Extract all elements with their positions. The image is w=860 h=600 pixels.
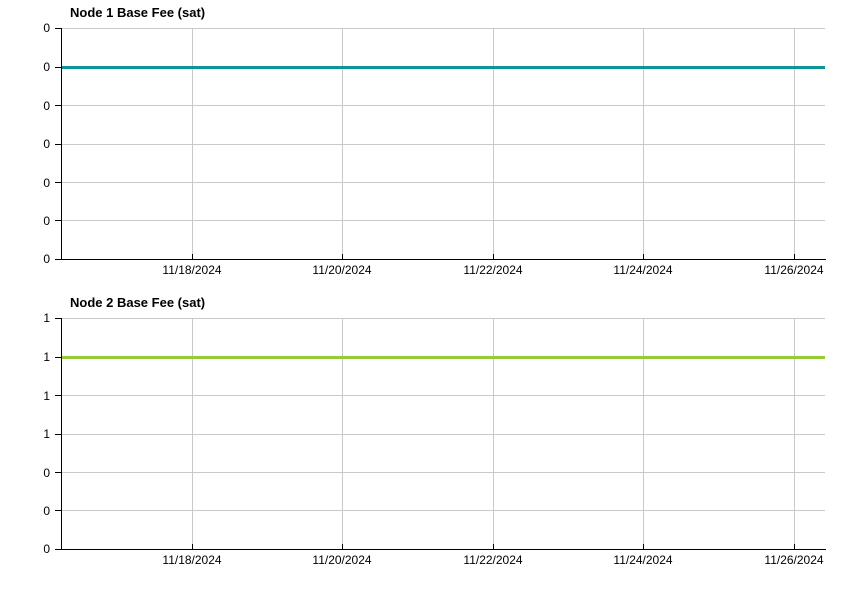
y-tick-mark (55, 105, 61, 106)
y-tick-mark (55, 318, 61, 319)
y-tick-label: 1 (43, 350, 50, 364)
gridline-vertical (192, 28, 193, 259)
y-tick-label: 1 (43, 311, 50, 325)
y-axis-line (61, 318, 62, 550)
gridline-vertical (794, 28, 795, 259)
gridline-vertical (493, 318, 494, 549)
y-tick-mark (55, 357, 61, 358)
y-tick-label: 0 (43, 21, 50, 35)
y-tick-label: 0 (43, 176, 50, 190)
x-tick-label: 11/26/2024 (764, 263, 824, 277)
y-tick-label: 0 (43, 99, 50, 113)
chart-panel-node-2: Node 2 Base Fee (sat) 1 1 1 1 0 0 0 (0, 290, 860, 580)
y-tick-label: 0 (43, 504, 50, 518)
y-tick-label: 0 (43, 252, 50, 266)
x-axis-line (61, 259, 826, 260)
gridline-horizontal (61, 182, 825, 183)
gridline-vertical (643, 28, 644, 259)
x-tick-mark (794, 544, 795, 550)
gridline-horizontal (61, 510, 825, 511)
x-tick-label: 11/20/2024 (312, 553, 372, 567)
y-tick-mark (55, 434, 61, 435)
x-tick-mark (192, 544, 193, 550)
y-tick-mark (55, 144, 61, 145)
y-tick-label: 0 (43, 137, 50, 151)
gridline-horizontal (61, 318, 825, 319)
x-tick-mark (643, 254, 644, 260)
x-tick-label: 11/18/2024 (162, 553, 222, 567)
chart-title: Node 1 Base Fee (sat) (70, 5, 206, 20)
gridline-horizontal (61, 434, 825, 435)
x-tick-mark (493, 254, 494, 260)
gridline-horizontal (61, 105, 825, 106)
y-tick-label: 0 (43, 466, 50, 480)
x-tick-label: 11/18/2024 (162, 263, 222, 277)
chart-title: Node 2 Base Fee (sat) (70, 295, 206, 310)
x-tick-label: 11/24/2024 (613, 263, 673, 277)
y-tick-mark (55, 220, 61, 221)
x-tick-label: 11/26/2024 (764, 553, 824, 567)
x-tick-label: 11/24/2024 (613, 553, 673, 567)
series-line-node-1 (61, 66, 825, 69)
x-tick-mark (342, 544, 343, 550)
y-tick-mark (55, 472, 61, 473)
y-tick-mark (55, 67, 61, 68)
x-tick-mark (794, 254, 795, 260)
y-tick-label: 0 (43, 60, 50, 74)
y-tick-mark (55, 28, 61, 29)
gridline-vertical (794, 318, 795, 549)
x-tick-mark (192, 254, 193, 260)
gridline-horizontal (61, 472, 825, 473)
y-tick-label: 0 (43, 214, 50, 228)
plot-area (61, 28, 825, 259)
x-tick-label: 11/22/2024 (463, 553, 523, 567)
x-tick-label: 11/22/2024 (463, 263, 523, 277)
gridline-horizontal (61, 395, 825, 396)
gridline-horizontal (61, 144, 825, 145)
gridline-vertical (192, 318, 193, 549)
gridline-vertical (342, 28, 343, 259)
y-tick-mark (55, 259, 61, 260)
plot-area (61, 318, 825, 549)
x-tick-label: 11/20/2024 (312, 263, 372, 277)
gridline-horizontal (61, 220, 825, 221)
y-tick-label: 1 (43, 427, 50, 441)
gridline-horizontal (61, 28, 825, 29)
x-axis-line (61, 549, 826, 550)
x-tick-mark (643, 544, 644, 550)
y-tick-label: 0 (43, 542, 50, 556)
gridline-vertical (493, 28, 494, 259)
y-axis-line (61, 28, 62, 260)
gridline-vertical (643, 318, 644, 549)
x-tick-mark (493, 544, 494, 550)
gridline-vertical (342, 318, 343, 549)
series-line-node-2 (61, 356, 825, 359)
y-tick-mark (55, 510, 61, 511)
y-tick-mark (55, 549, 61, 550)
y-tick-mark (55, 182, 61, 183)
y-tick-mark (55, 395, 61, 396)
y-tick-label: 1 (43, 389, 50, 403)
chart-panel-node-1: Node 1 Base Fee (sat) 0 0 0 0 0 0 0 (0, 0, 860, 290)
x-tick-mark (342, 254, 343, 260)
